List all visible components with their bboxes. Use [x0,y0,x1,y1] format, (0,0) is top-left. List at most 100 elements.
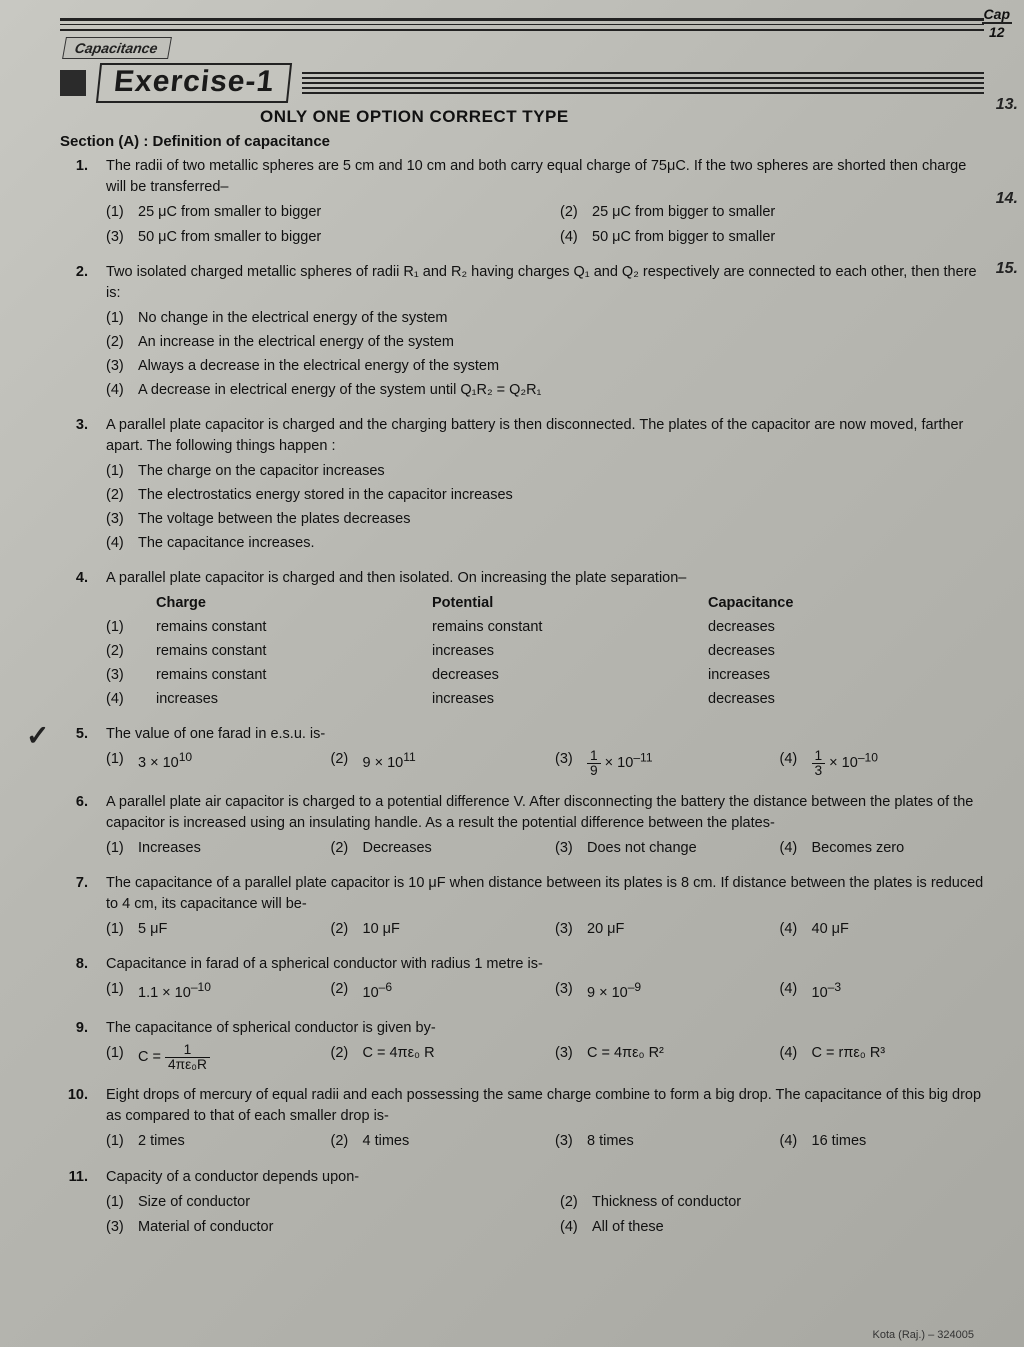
margin-num-13: 13. [996,96,1018,114]
option-number: (3) [555,1131,581,1152]
option-number: (4) [560,227,586,248]
question-number: 6. [60,792,88,859]
option-number: (1) [106,461,132,482]
option-number: (1) [106,202,132,223]
option-number: (4) [780,838,806,859]
option-text: 1.1 × 10–10 [138,979,211,1004]
question-body: Eight drops of mercury of equal radii an… [106,1085,984,1152]
option-number: (4) [106,380,132,401]
option-text: The charge on the capacitor increases [138,461,385,482]
option-number: (2) [560,202,586,223]
option: (1) 25 μC from smaller to bigger [106,202,530,223]
question-number: 10. [60,1085,88,1152]
option-text: 20 μF [587,919,624,940]
option-number: (4) [780,919,806,940]
question-body: The radii of two metallic spheres are 5 … [106,156,984,248]
option-number: (2) [331,838,357,859]
question-text: A parallel plate air capacitor is charge… [106,792,984,834]
exercise-title: Exercise-1 [96,63,292,103]
option-number: (1) [106,838,132,859]
option-text: Increases [138,838,201,859]
question-body: A parallel plate capacitor is charged an… [106,568,984,710]
table-cell: remains constant [432,617,708,638]
option-number: (2) [331,1043,357,1072]
question: 1.The radii of two metallic spheres are … [60,156,984,248]
option: (2)10–6 [331,979,536,1004]
table-cell: (4) [106,689,156,710]
option: (3)19 × 10–11 [555,749,760,778]
question-number: 2. [60,262,88,401]
option: (3)9 × 10–9 [555,979,760,1004]
option: (1)3 × 1010 [106,749,311,778]
option-text: An increase in the electrical energy of … [138,332,454,353]
option-text: 2 times [138,1131,185,1152]
margin-num-14: 14. [996,190,1018,208]
option-text: 4 times [363,1131,410,1152]
option-number: (2) [106,332,132,353]
question-number: 4. [60,568,88,710]
table-cell: increases [708,665,984,686]
option: (4)C = rπε₀ R³ [780,1043,985,1072]
option: (4)All of these [560,1217,984,1238]
question-text: A parallel plate capacitor is charged an… [106,568,984,589]
option: (4)A decrease in electrical energy of th… [106,380,984,401]
question-number: 5. [60,724,88,778]
table-cell: remains constant [156,641,432,662]
table-cell: increases [432,641,708,662]
option-text: The electrostatics energy stored in the … [138,485,513,506]
option: (1)5 μF [106,919,311,940]
question: ✓5.The value of one farad in e.s.u. is-(… [60,724,984,778]
exercise-badge [60,70,86,96]
question-list: 1.The radii of two metallic spheres are … [60,156,984,1238]
options: (1)3 × 1010(2)9 × 1011(3)19 × 10–11(4)13… [106,749,984,778]
options: (1)1.1 × 10–10(2)10–6(3)9 × 10–9(4)10–3 [106,979,984,1004]
option: (1)2 times [106,1131,311,1152]
option-number: (2) [106,485,132,506]
question: 4. A parallel plate capacitor is charged … [60,568,984,710]
question-body: Capacitance in farad of a spherical cond… [106,954,984,1004]
table-cell: remains constant [156,617,432,638]
question-body: Two isolated charged metallic spheres of… [106,262,984,401]
question: 11.Capacity of a conductor depends upon-… [60,1167,984,1238]
option-number: (1) [106,979,132,1004]
question-number: 7. [60,873,88,940]
option-number: (3) [106,356,132,377]
question-number: 1. [60,156,88,248]
options: (1) Increases (2) Decreases (3)Does not chan… [106,838,984,859]
question: 6. A parallel plate air capacitor is char… [60,792,984,859]
options: (1)C = 14πε₀R(2)C = 4πε₀ R(3)C = 4πε₀ R²… [106,1043,984,1072]
option-text: 19 × 10–11 [587,749,653,778]
check-mark-icon: ✓ [26,716,49,757]
option-text: 25 μC from smaller to bigger [138,202,321,223]
option-number: (3) [555,919,581,940]
option-text: Material of conductor [138,1217,273,1238]
option-text: Decreases [363,838,432,859]
option: (2) An increase in the electrical energy … [106,332,984,353]
option-number: (1) [106,1192,132,1213]
option-number: (4) [106,533,132,554]
option: (4)Becomes zero [780,838,985,859]
question-number: 8. [60,954,88,1004]
option-number: (1) [106,308,132,329]
option: (4)16 times [780,1131,985,1152]
option-text: Size of conductor [138,1192,250,1213]
option: (3) 8 times [555,1131,760,1152]
corner-fraction: Cap 12 [982,6,1012,40]
option-table: ChargePotentialCapacitance(1)remains con… [106,593,984,710]
option-text: 10–6 [363,979,393,1004]
option-text: 8 times [587,1131,634,1152]
option-number: (4) [780,979,806,1004]
option: (3) 20 μF [555,919,760,940]
option-number: (4) [780,749,806,778]
question: 9.The capacitance of spherical conductor… [60,1018,984,1072]
option-text: No change in the electrical energy of th… [138,308,448,329]
option: (3)Does not change [555,838,760,859]
option-number: (3) [106,227,132,248]
option: (3)The voltage between the plates decrea… [106,509,984,530]
option-number: (3) [106,509,132,530]
option: (2)25 μC from bigger to smaller [560,202,984,223]
question-text: The value of one farad in e.s.u. is- [106,724,984,745]
options: (1)Size of conductor(2)Thickness of cond… [106,1192,984,1238]
option-number: (3) [555,1043,581,1072]
option-number: (2) [331,1131,357,1152]
